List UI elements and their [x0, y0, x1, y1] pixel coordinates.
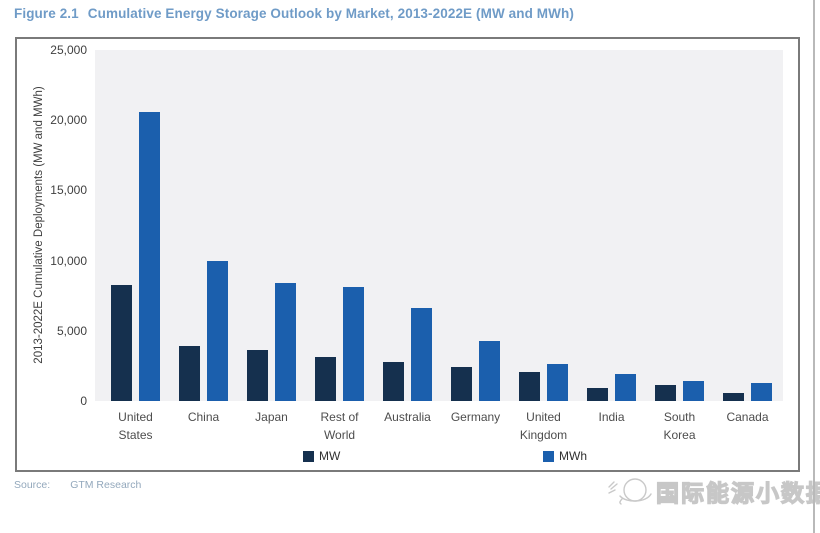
legend-label-mwh: MWh — [559, 449, 587, 463]
watermark-text: 国际能源小数据 — [655, 479, 820, 506]
plot-area — [95, 50, 783, 401]
bar-mwh-india — [615, 374, 636, 401]
legend-item-mwh: MWh — [543, 449, 587, 463]
figure-title-text: Cumulative Energy Storage Outlook by Mar… — [87, 6, 574, 21]
x-label-australia: Australia — [384, 410, 431, 424]
bar-mwh-south-korea — [683, 381, 704, 401]
y-tick-label: 20,000 — [50, 113, 87, 128]
x-label-south-korea: South Korea — [663, 410, 696, 442]
x-label-germany: Germany — [450, 410, 501, 424]
x-axis-labels: United States China Japan Rest of World Aust… — [95, 408, 783, 448]
bar-mw-australia — [383, 362, 404, 401]
page-edge-divider — [813, 0, 815, 533]
source-row: Source: GTM Research — [14, 479, 141, 491]
bar-mw-united-states — [111, 285, 132, 401]
bar-mwh-rest-of-world — [343, 287, 364, 401]
bar-mw-germany — [451, 367, 472, 401]
legend-item-mw: MW — [303, 449, 340, 463]
bar-mw-china — [179, 346, 200, 401]
y-tick-label: 0 — [80, 394, 87, 408]
bar-mw-india — [587, 388, 608, 401]
y-tick-label: 15,000 — [50, 183, 87, 198]
x-label-japan: Japan — [255, 410, 288, 424]
watermark: 国际能源小数据 — [606, 473, 820, 509]
source-label: Source: — [14, 479, 51, 491]
bar-mw-south-korea — [655, 385, 676, 401]
bar-mw-japan — [247, 350, 268, 401]
figure-label: Figure 2.1 — [14, 6, 79, 21]
x-label-china: China — [187, 410, 220, 424]
globe-sketch-icon — [608, 478, 652, 505]
bar-mwh-united-states — [139, 112, 160, 401]
x-label-india: India — [598, 410, 625, 424]
y-tick-label: 25,000 — [50, 43, 87, 57]
y-tick-label: 5,000 — [56, 323, 87, 338]
x-label-rest-of-world: Rest of World — [320, 410, 359, 442]
bar-mwh-united-kingdom — [547, 364, 568, 401]
x-label-canada: Canada — [726, 410, 769, 424]
bar-mwh-japan — [275, 283, 296, 401]
legend-label-mw: MW — [319, 449, 341, 463]
bar-mwh-germany — [479, 341, 500, 401]
bar-mwh-australia — [411, 308, 432, 401]
x-label-united-kingdom: United Kingdom — [519, 410, 568, 442]
legend-swatch-mw — [303, 450, 314, 462]
x-label-united-states: United States — [118, 410, 153, 442]
bar-mwh-china — [207, 261, 228, 401]
figure-title: Figure 2.1 Cumulative Energy Storage Outl… — [14, 6, 574, 21]
chart-frame: 2013-2022E Cumulative Deployments (MW an… — [15, 37, 800, 472]
bar-mw-canada — [723, 393, 744, 401]
bar-mw-united-kingdom — [519, 372, 540, 401]
source-value: GTM Research — [70, 479, 142, 491]
y-tick-label: 10,000 — [50, 253, 87, 268]
bar-mwh-canada — [751, 383, 772, 401]
legend-swatch-mwh — [543, 450, 554, 462]
bar-mw-rest-of-world — [315, 357, 336, 401]
